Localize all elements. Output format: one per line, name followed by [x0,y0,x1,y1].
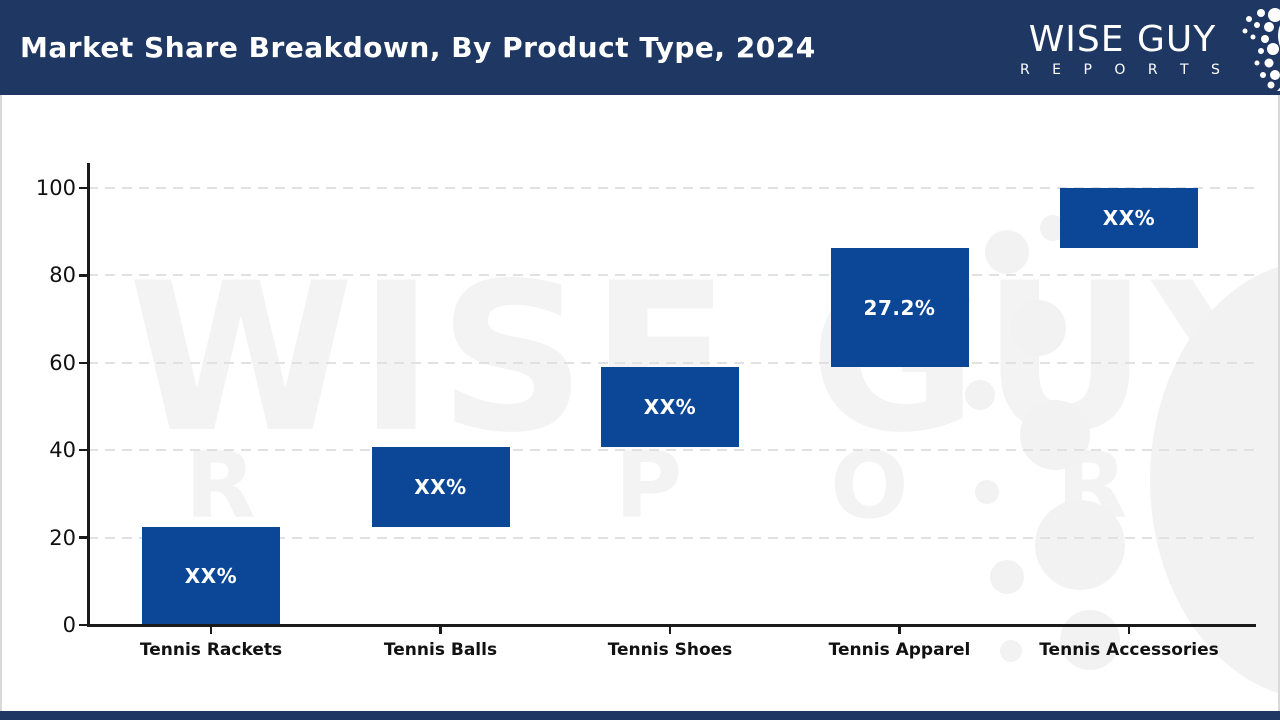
bar-value-label: XX% [1102,206,1156,231]
y-axis-tick-mark [79,536,87,539]
bar: XX% [601,367,739,448]
y-axis-tick-label: 20 [49,525,76,550]
x-axis-tick-mark [209,626,213,634]
x-axis-line [87,624,1256,627]
y-axis-tick-label: 60 [49,350,76,375]
y-axis-tick-mark [79,274,87,277]
bar-value-label: 27.2% [863,295,936,320]
gridline [88,274,1256,277]
gridline [88,187,1256,189]
y-axis-tick-label: 40 [49,438,76,463]
x-axis-tick-mark [1127,626,1131,634]
y-axis-tick-mark [79,623,87,627]
y-axis-tick-mark [79,448,87,452]
x-axis-tick-mark [439,626,442,634]
gridline [88,449,1256,452]
x-axis-tick-mark [668,626,672,634]
logo-wordmark: WISE GUY [1028,19,1217,60]
bar: XX% [1060,188,1198,249]
bar-value-label: XX% [414,475,467,500]
x-axis-category-label: Tennis Accessories [1039,640,1219,660]
gridline [88,536,1256,539]
x-axis-category-label: Tennis Shoes [607,640,733,660]
logo-text: WISE GUY R E P O R T S [1016,19,1229,79]
bar-value-label: XX% [643,395,697,420]
bar: XX% [142,527,280,625]
bar-value-label: XX% [184,564,238,589]
y-axis-tick-label: 100 [35,176,76,200]
x-axis-tick-mark [898,626,901,634]
bar: XX% [371,447,510,528]
x-axis-category-label: Tennis Apparel [828,640,971,660]
header-bar: Market Share Breakdown, By Product Type,… [0,0,1280,95]
wise-guy-logo: WISE GUY R E P O R T S [1016,6,1280,92]
footer-bar [0,711,1280,720]
logo-subtitle: R E P O R T S [1020,62,1229,78]
y-axis-tick-label: 80 [49,263,76,288]
y-axis-tick-mark [79,186,87,190]
page-title: Market Share Breakdown, By Product Type,… [20,31,816,64]
y-axis-tick-mark [79,361,87,365]
y-axis-line [87,163,90,626]
bar: 27.2% [830,248,969,368]
left-border-line [0,0,2,720]
x-axis-category-label: Tennis Balls [383,640,498,660]
x-axis-category-label: Tennis Rackets [139,640,283,660]
y-axis-tick-label: 0 [62,613,76,637]
logo-face-icon [1242,8,1280,91]
gridline [88,361,1256,364]
